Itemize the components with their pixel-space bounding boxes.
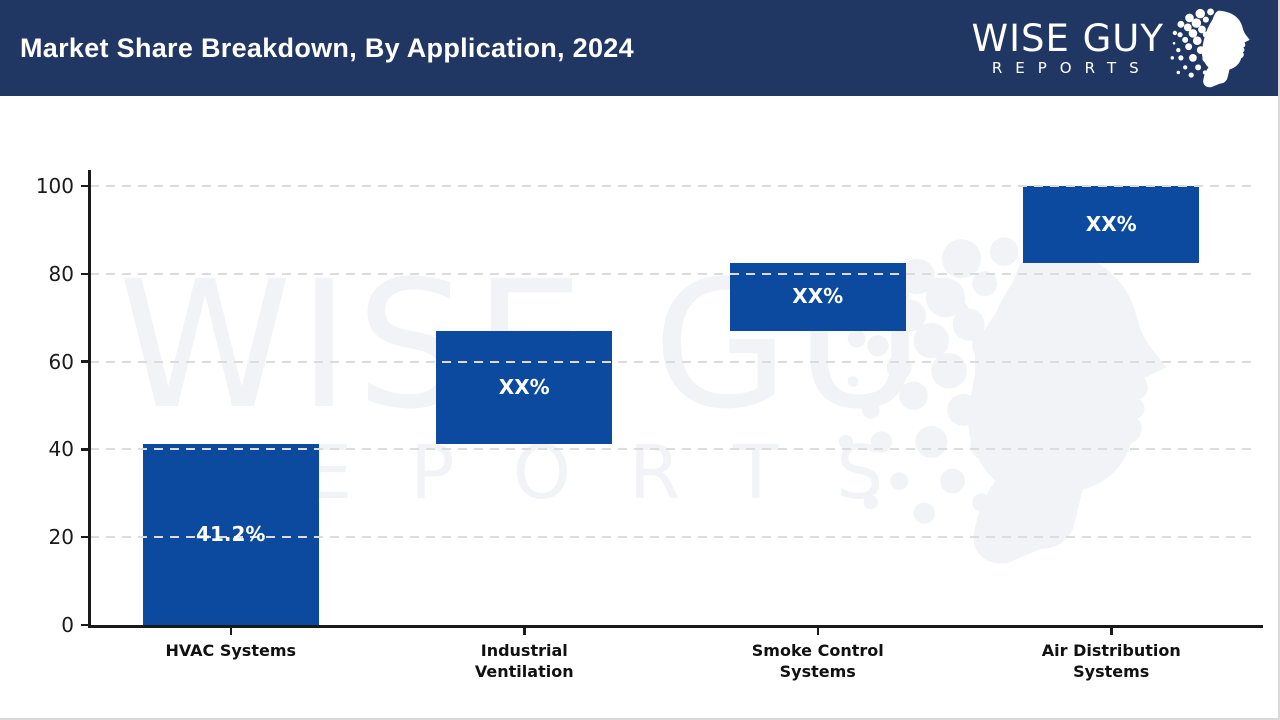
- category-label-line: Industrial: [480, 641, 568, 660]
- category-label-line: Air Distribution: [1041, 641, 1181, 660]
- category-label-line: Smoke Control: [751, 641, 884, 660]
- y-tick-mark: [81, 272, 89, 276]
- category-label-line: HVAC Systems: [165, 641, 297, 660]
- bar-hvac-systems: [142, 444, 319, 625]
- category-label: Smoke Control Systems: [698, 640, 938, 682]
- x-tick-mark: [816, 627, 819, 635]
- gridline: [90, 448, 1252, 451]
- x-tick-mark: [229, 627, 232, 635]
- y-tick-mark: [81, 535, 89, 539]
- category-label-line: Systems: [1073, 662, 1150, 681]
- bar-value-label: 41.2%: [196, 521, 266, 546]
- x-tick-mark: [1110, 627, 1113, 635]
- bar-value-label: XX%: [792, 284, 844, 309]
- category-label: Industrial Ventilation: [404, 640, 644, 682]
- bar-value-label: XX%: [498, 374, 550, 399]
- y-tick-label: 20: [48, 525, 74, 550]
- bar-value-label: XX%: [1085, 211, 1137, 236]
- y-tick-label: 0: [61, 613, 74, 637]
- y-tick-label: 80: [48, 261, 74, 286]
- brand-logo: WISE GUY REPORTS: [972, 7, 1254, 89]
- brand-logo-text: WISE GUY REPORTS: [972, 20, 1164, 76]
- y-tick-label: 40: [48, 437, 74, 462]
- brand-subtitle: REPORTS: [991, 59, 1152, 77]
- y-tick-label: 100: [35, 174, 74, 198]
- bar-industrial-ventilation: [436, 331, 613, 445]
- y-tick-mark: [81, 448, 89, 451]
- y-tick-mark: [81, 623, 89, 627]
- category-label: HVAC Systems: [111, 640, 351, 661]
- gridline: [90, 185, 1252, 187]
- page-title: Market Share Breakdown, By Application, …: [20, 32, 634, 63]
- y-tick-mark: [81, 184, 89, 188]
- category-label-line: Systems: [779, 662, 856, 681]
- y-axis-line: [88, 170, 91, 627]
- header-bar: Market Share Breakdown, By Application, …: [0, 0, 1278, 96]
- y-tick-label: 60: [48, 349, 74, 374]
- x-tick-mark: [523, 627, 526, 635]
- category-label-line: Ventilation: [474, 662, 574, 681]
- brand-name: WISE GUY: [971, 17, 1164, 60]
- category-label: Air Distribution Systems: [991, 640, 1231, 682]
- x-axis-line: [88, 625, 1263, 628]
- gridline: [90, 272, 1252, 275]
- gridline: [90, 360, 1252, 363]
- gridline: [90, 536, 1252, 539]
- y-tick-mark: [81, 360, 89, 363]
